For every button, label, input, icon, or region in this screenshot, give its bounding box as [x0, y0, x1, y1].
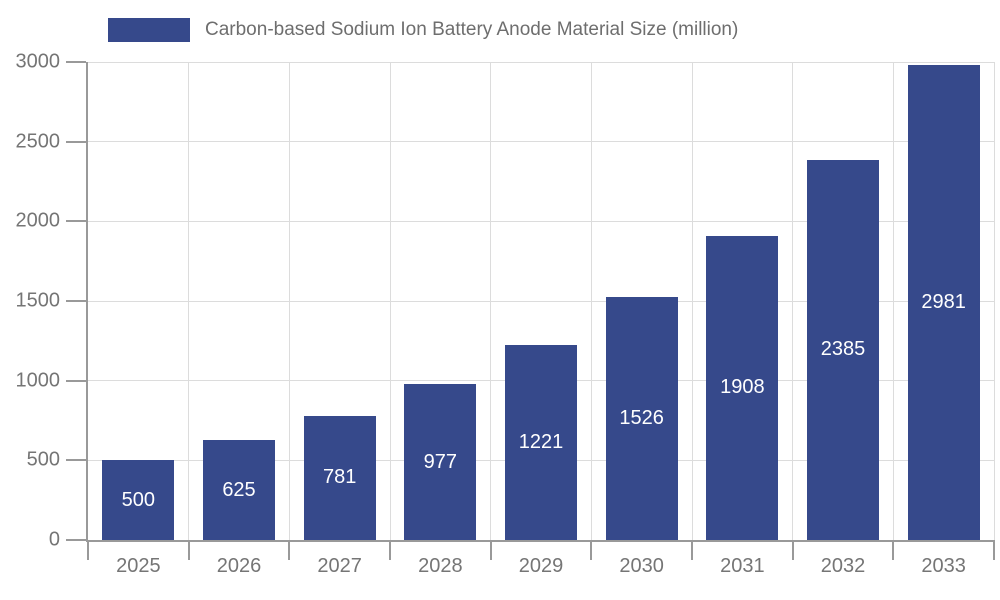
bar[interactable]: 1908 [706, 235, 779, 540]
y-axis-tick [66, 459, 86, 462]
gridline-vertical [590, 62, 592, 540]
x-axis-tick [691, 540, 693, 560]
y-axis-tick-label: 2000 [15, 209, 61, 232]
x-axis-tick [892, 540, 895, 560]
y-axis-tick [66, 300, 86, 302]
x-axis-tick-label: 2033 [921, 555, 966, 577]
x-axis-tick [389, 540, 391, 560]
gridline-vertical [993, 62, 995, 540]
bar-value-label: 781 [322, 466, 357, 489]
x-axis-tick-label: 2027 [317, 555, 362, 577]
bar[interactable]: 1221 [505, 345, 577, 540]
gridline-vertical [389, 62, 391, 540]
bar[interactable]: 2981 [907, 65, 980, 540]
bar[interactable]: 1526 [605, 296, 678, 540]
x-axis-tick [288, 540, 291, 560]
bar-value-label: 1221 [518, 431, 564, 454]
bar-value-label: 1908 [720, 376, 765, 399]
x-axis-tick-label: 2028 [418, 555, 463, 577]
x-axis-tick [590, 540, 593, 560]
bar[interactable]: 2385 [807, 159, 879, 540]
bar[interactable]: 977 [404, 384, 477, 540]
legend-item[interactable]: Carbon-based Sodium Ion Battery Anode Ma… [108, 18, 738, 42]
gridline-vertical [188, 62, 190, 540]
bar-value-label: 2385 [820, 338, 866, 361]
gridline-horizontal [88, 61, 994, 63]
y-axis-tick-label: 0 [48, 528, 60, 551]
gridline-vertical [892, 62, 894, 540]
gridline-horizontal [88, 220, 994, 222]
bar-value-label: 2981 [921, 291, 966, 313]
y-axis-tick [66, 220, 86, 223]
y-axis-tick-label: 500 [26, 448, 60, 471]
gridline-vertical [792, 62, 794, 540]
y-axis-line [86, 62, 88, 540]
gridline-horizontal [88, 300, 994, 302]
x-axis-tick-label: 2031 [720, 555, 765, 577]
bar[interactable]: 781 [303, 415, 376, 540]
x-axis-tick [187, 540, 190, 560]
x-axis-tick-label: 2025 [116, 555, 161, 577]
bar-value-label: 1526 [619, 406, 664, 429]
x-axis-tick-label: 2029 [518, 555, 564, 577]
x-axis-tick [993, 540, 995, 560]
y-axis-tick [66, 61, 86, 63]
bar-value-label: 500 [121, 488, 156, 511]
x-axis-tick-label: 2026 [216, 555, 262, 577]
y-axis-tick [66, 140, 86, 143]
gridline-vertical [490, 62, 492, 540]
y-axis-tick-label: 1000 [15, 369, 61, 392]
y-axis-tick-label: 3000 [15, 50, 61, 73]
y-axis-tick [66, 379, 86, 382]
gridline-vertical [691, 62, 693, 540]
x-axis-tick-label: 2030 [619, 555, 664, 577]
gridline-vertical [288, 62, 290, 540]
y-axis-tick-label: 2500 [15, 130, 61, 153]
x-axis-line [86, 540, 994, 542]
legend-label: Carbon-based Sodium Ion Battery Anode Ma… [205, 19, 739, 40]
y-axis-tick [66, 539, 86, 541]
x-axis-tick [489, 540, 492, 560]
bar-value-label: 977 [423, 450, 458, 473]
gridline-horizontal [88, 141, 994, 143]
plot-area: 0 500 1000 1500 2000 2500 3000 500 2025 625 2026 78… [16, 51, 995, 577]
legend-swatch [108, 18, 190, 42]
x-axis-tick [87, 540, 89, 560]
x-axis-tick-label: 2032 [820, 555, 866, 577]
bar[interactable]: 500 [102, 460, 175, 540]
bar-value-label: 625 [222, 478, 256, 501]
x-axis-tick [791, 540, 794, 560]
y-axis-tick-label: 1500 [15, 289, 61, 312]
bar[interactable]: 625 [203, 440, 275, 540]
